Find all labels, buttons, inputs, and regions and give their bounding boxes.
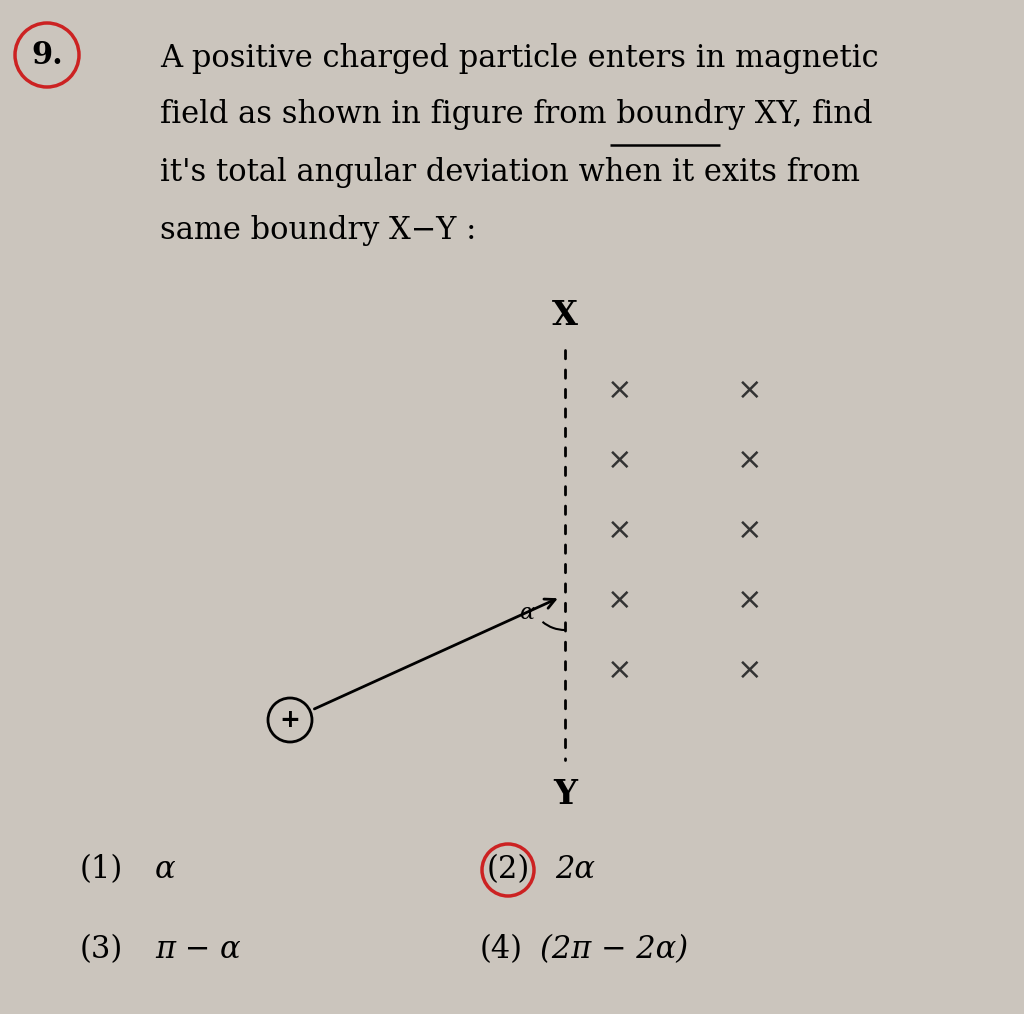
Text: (3): (3) <box>80 935 123 965</box>
Text: 9.: 9. <box>31 40 62 71</box>
Text: ×: × <box>607 655 633 684</box>
Text: ×: × <box>737 445 763 475</box>
Text: α: α <box>155 855 176 885</box>
Text: field as shown in figure from boundry XY, find: field as shown in figure from boundry XY… <box>160 99 872 131</box>
Text: it's total angular deviation when it exits from: it's total angular deviation when it exi… <box>160 156 860 188</box>
Text: ×: × <box>737 375 763 405</box>
Text: 2α: 2α <box>555 855 595 885</box>
Text: A positive charged particle enters in magnetic: A positive charged particle enters in ma… <box>160 43 879 73</box>
Text: +: + <box>280 708 300 732</box>
Text: ×: × <box>607 375 633 405</box>
Text: ×: × <box>737 515 763 545</box>
Text: α: α <box>519 602 535 624</box>
Text: (2): (2) <box>486 855 529 885</box>
Text: (1): (1) <box>80 855 123 885</box>
Text: ×: × <box>607 515 633 545</box>
Text: X: X <box>552 299 578 332</box>
Text: (2π − 2α): (2π − 2α) <box>540 935 688 965</box>
Text: π − α: π − α <box>155 935 241 965</box>
Text: ×: × <box>607 445 633 475</box>
Text: ×: × <box>737 585 763 614</box>
Text: same boundry X−Y :: same boundry X−Y : <box>160 215 476 245</box>
Text: ×: × <box>607 585 633 614</box>
Text: Y: Y <box>553 778 577 811</box>
Text: ×: × <box>737 655 763 684</box>
Text: (4): (4) <box>480 935 523 965</box>
